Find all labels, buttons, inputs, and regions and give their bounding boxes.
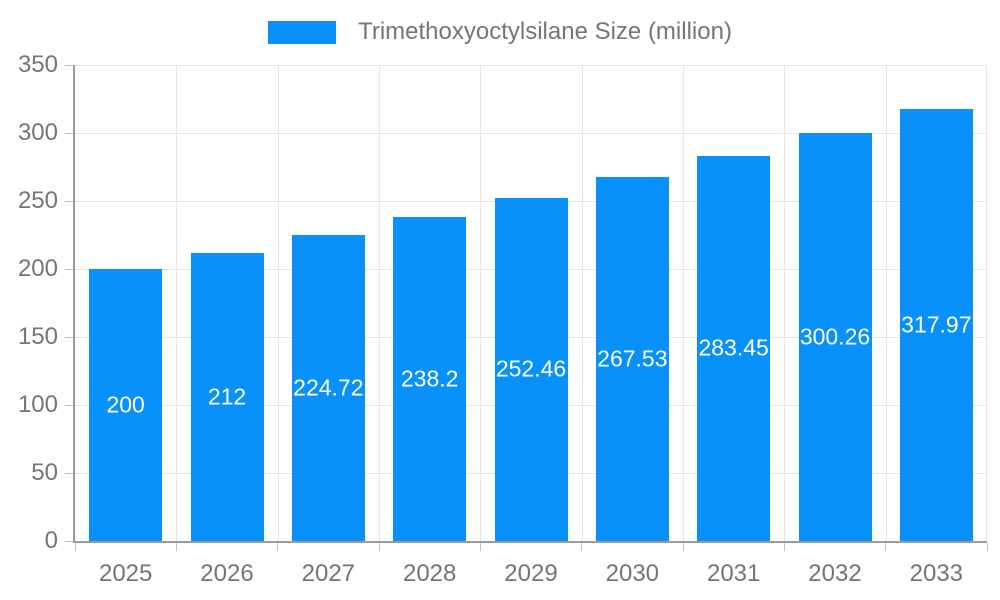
bar-value-label: 283.45 (698, 334, 769, 361)
x-tick-label: 2026 (200, 560, 254, 587)
v-gridline (379, 65, 380, 541)
y-axis-tick (65, 200, 73, 202)
x-axis-tick (479, 543, 481, 551)
legend[interactable]: Trimethoxyoctylsilane Size (million) (0, 16, 1000, 48)
bar[interactable]: 317.97 (899, 108, 973, 541)
x-axis-tick (581, 543, 583, 551)
y-axis-tick (65, 336, 73, 338)
v-gridline (784, 65, 786, 541)
y-axis-tick (65, 268, 73, 270)
v-gridline (480, 65, 482, 541)
bar[interactable]: 283.45 (697, 155, 771, 541)
bar[interactable]: 238.2 (393, 217, 467, 541)
legend-label: Trimethoxyoctylsilane Size (million) (358, 18, 732, 45)
y-axis-tick (65, 540, 73, 542)
v-gridline (683, 65, 684, 541)
x-axis-tick (175, 543, 177, 551)
plot-area: 0 50 100 150 200 250 300 350 2025 2026 2027 2028 202… (18, 53, 988, 586)
h-gridline (75, 64, 987, 66)
bar[interactable]: 267.53 (595, 177, 669, 541)
y-tick-label: 350 (17, 51, 58, 78)
h-gridline (75, 132, 987, 134)
v-gridline (581, 65, 583, 541)
bar-value-label: 317.97 (901, 311, 972, 338)
bar[interactable]: 200 (89, 269, 163, 541)
x-tick-label: 2033 (909, 560, 964, 587)
y-tick-label: 200 (17, 255, 58, 282)
bar-value-label: 200 (106, 391, 145, 418)
x-axis-tick (378, 543, 380, 551)
v-gridline (986, 65, 987, 541)
v-gridline (176, 65, 178, 541)
v-gridline (277, 65, 279, 541)
x-tick-label: 2032 (808, 560, 862, 587)
v-gridline (885, 65, 887, 541)
x-axis-tick (74, 543, 76, 551)
x-tick-label: 2027 (301, 560, 356, 587)
bar-value-label: 300.26 (799, 323, 871, 350)
bar[interactable]: 252.46 (494, 197, 568, 541)
bar[interactable]: 212 (190, 252, 264, 541)
y-axis-tick (65, 64, 73, 66)
bar-value-label: 224.72 (293, 374, 364, 401)
bar[interactable]: 300.26 (798, 132, 872, 541)
y-tick-label: 50 (31, 459, 58, 486)
x-axis-tick (682, 543, 684, 551)
x-tick-label: 2030 (605, 560, 660, 587)
y-tick-label: 300 (17, 119, 58, 146)
y-tick-label: 100 (17, 391, 58, 418)
x-axis-tick (885, 543, 887, 551)
x-tick-label: 2031 (706, 560, 761, 587)
x-axis-tick (783, 543, 785, 551)
y-tick-label: 150 (17, 323, 58, 350)
bar[interactable]: 224.72 (291, 235, 365, 541)
y-axis-tick (65, 404, 73, 406)
y-tick-label: 0 (44, 527, 58, 554)
bar-value-label: 212 (207, 383, 247, 410)
x-tick-label: 2025 (98, 560, 153, 587)
bar-value-label: 252.46 (495, 355, 567, 382)
bar-value-label: 238.2 (400, 365, 459, 392)
x-tick-label: 2028 (402, 560, 457, 587)
y-axis-tick (65, 472, 73, 474)
y-axis-tick (65, 132, 73, 134)
y-tick-label: 250 (17, 187, 58, 214)
x-axis-tick (277, 543, 279, 551)
x-tick-label: 2029 (504, 560, 558, 587)
legend-swatch (268, 20, 337, 44)
bar-value-label: 267.53 (597, 345, 668, 372)
x-axis-tick (986, 543, 988, 551)
